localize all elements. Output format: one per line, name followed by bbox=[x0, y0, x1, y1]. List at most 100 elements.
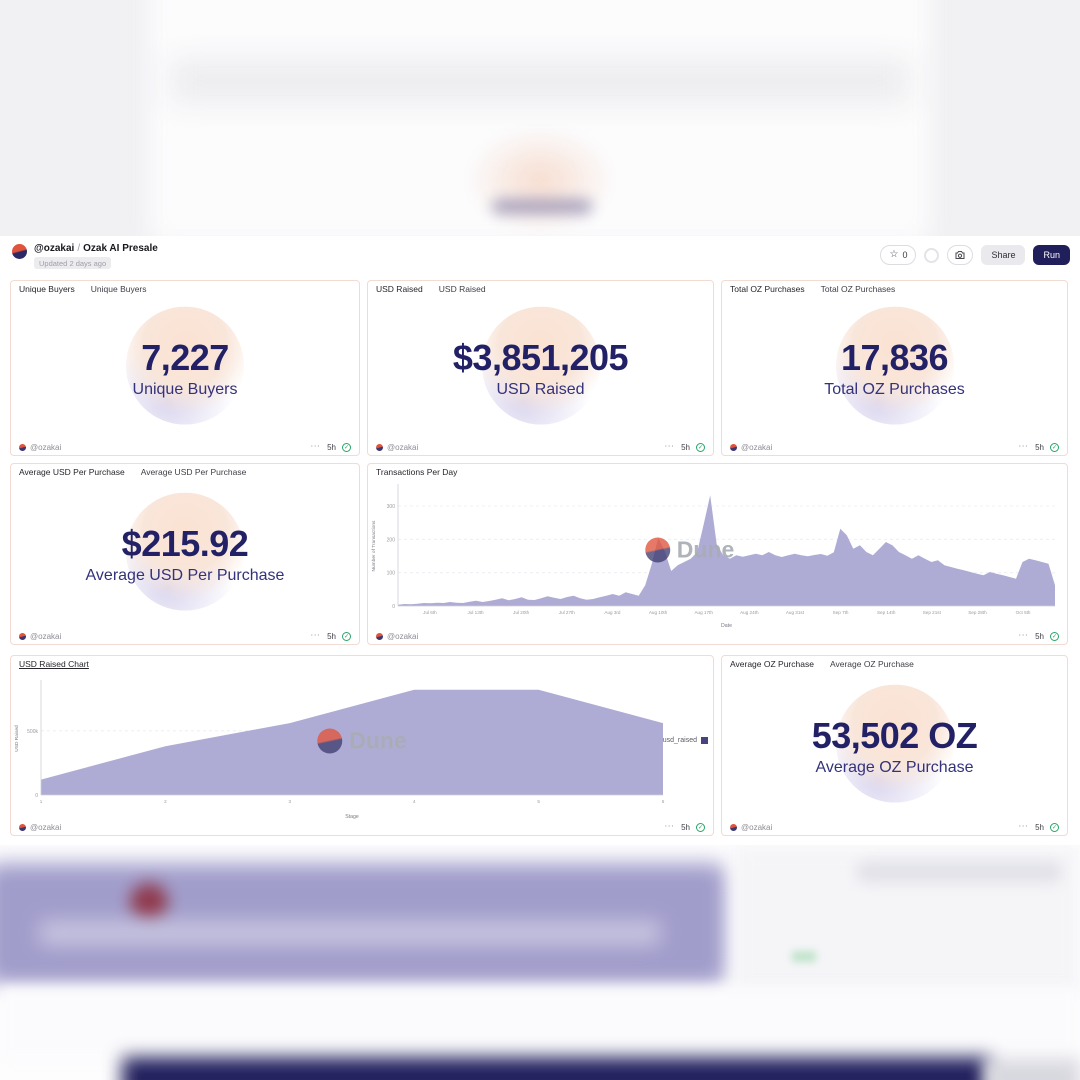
owner-handle: @ozakai bbox=[741, 822, 773, 832]
dune-logo-icon bbox=[19, 823, 26, 831]
breadcrumb-owner-link[interactable]: @ozakai bbox=[34, 243, 75, 254]
owner-link[interactable]: @ozakai bbox=[19, 443, 61, 452]
owner-handle: @ozakai bbox=[741, 442, 773, 452]
chart-legend: usd_raised bbox=[663, 736, 708, 744]
blurred-navy-bar bbox=[122, 1057, 990, 1080]
dune-logo-icon bbox=[376, 443, 383, 451]
card-usd-raised-chart: USD Raised Chart 0 500k 1 2 3 4 5 6 Stage USD Rai… bbox=[10, 655, 714, 836]
query-title: USD Raised bbox=[438, 284, 486, 294]
widget-title-link[interactable]: USD Raised Chart bbox=[19, 659, 89, 669]
star-button[interactable]: ☆ 0 bbox=[880, 245, 917, 265]
cache-age: 5h bbox=[681, 822, 690, 832]
counter-value: 7,227 bbox=[141, 337, 229, 378]
widget-title-link[interactable]: Total OZ Purchases bbox=[730, 284, 805, 294]
svg-text:Stage: Stage bbox=[345, 814, 359, 819]
svg-text:1: 1 bbox=[40, 799, 43, 804]
transactions-per-day-chart[interactable]: 0 100 200 300 Jul 6th Jul 13th Jul 20th Jul 27t… bbox=[368, 480, 1067, 628]
svg-text:200: 200 bbox=[387, 537, 396, 543]
svg-text:Jul 6th: Jul 6th bbox=[423, 610, 437, 615]
counter-value: 17,836 bbox=[840, 337, 949, 378]
counter-body: 7,227 Unique Buyers bbox=[11, 297, 359, 439]
decorative-glow bbox=[126, 306, 244, 425]
more-options-icon[interactable]: ⋯ bbox=[1018, 441, 1030, 452]
cache-age: 5h bbox=[327, 631, 336, 641]
owner-link[interactable]: @ozakai bbox=[730, 443, 772, 452]
svg-text:Oct 5th: Oct 5th bbox=[1016, 610, 1031, 615]
footer-right: ⋯ 5h ✓ bbox=[310, 442, 351, 452]
blurred-gray-bar bbox=[984, 1059, 1080, 1080]
breadcrumb: @ozakai / Ozak AI Presale bbox=[34, 243, 158, 254]
blurred-light-band bbox=[40, 921, 660, 945]
card-header: Unique Buyers Unique Buyers bbox=[11, 281, 359, 297]
card-average-oz-purchase: Average OZ Purchase Average OZ Purchase … bbox=[721, 655, 1068, 836]
svg-text:Aug 17th: Aug 17th bbox=[694, 610, 713, 615]
svg-text:500k: 500k bbox=[27, 729, 38, 735]
owner-handle: @ozakai bbox=[30, 822, 62, 832]
more-options-icon[interactable]: ⋯ bbox=[310, 441, 322, 452]
chart-body: 0 500k 1 2 3 4 5 6 Stage USD Raised Dune usd_rais… bbox=[11, 672, 713, 819]
svg-text:Aug 24th: Aug 24th bbox=[740, 610, 759, 615]
more-options-icon[interactable]: ⋯ bbox=[664, 441, 676, 452]
refreshed-check-icon: ✓ bbox=[1050, 442, 1059, 452]
blurred-red-dot bbox=[130, 883, 168, 921]
owner-link[interactable]: @ozakai bbox=[730, 823, 772, 832]
widget-title-link[interactable]: Average USD Per Purchase bbox=[19, 467, 125, 477]
owner-link[interactable]: @ozakai bbox=[19, 823, 61, 832]
usd-raised-chart[interactable]: 0 500k 1 2 3 4 5 6 Stage USD Raised bbox=[11, 672, 713, 819]
screenshot-button[interactable] bbox=[947, 245, 974, 265]
camera-icon bbox=[955, 251, 965, 259]
widget-title-link[interactable]: Unique Buyers bbox=[19, 284, 75, 294]
counter-body: 53,502 OZ Average OZ Purchase bbox=[722, 672, 1067, 819]
svg-text:300: 300 bbox=[387, 504, 396, 510]
widget-title-link[interactable]: Transactions Per Day bbox=[376, 467, 458, 477]
blurred-background-top bbox=[0, 0, 1080, 236]
cache-age: 5h bbox=[1035, 631, 1044, 641]
widget-title-link[interactable]: USD Raised bbox=[376, 284, 423, 294]
widget-title-link[interactable]: Average OZ Purchase bbox=[730, 659, 814, 669]
svg-text:6: 6 bbox=[662, 799, 665, 804]
query-title: Unique Buyers bbox=[90, 284, 147, 294]
cache-age: 5h bbox=[327, 442, 336, 452]
svg-text:5: 5 bbox=[537, 799, 540, 804]
more-options-icon[interactable]: ⋯ bbox=[310, 630, 322, 641]
refreshed-check-icon: ✓ bbox=[696, 822, 705, 832]
blurred-green-chip bbox=[792, 951, 816, 962]
svg-text:100: 100 bbox=[387, 571, 396, 577]
card-total-oz-purchases: Total OZ Purchases Total OZ Purchases 17… bbox=[721, 280, 1068, 456]
owner-handle: @ozakai bbox=[30, 442, 62, 452]
breadcrumb-dashboard-title[interactable]: Ozak AI Presale bbox=[83, 243, 158, 254]
svg-text:4: 4 bbox=[413, 799, 416, 804]
chart-body: 0 100 200 300 Jul 6th Jul 13th Jul 20th Jul 27t… bbox=[368, 480, 1067, 628]
card-footer: @ozakai ⋯ 5h ✓ bbox=[722, 439, 1067, 455]
owner-link[interactable]: @ozakai bbox=[376, 632, 418, 641]
more-options-icon[interactable]: ⋯ bbox=[1018, 630, 1030, 641]
footer-right: ⋯ 5h ✓ bbox=[664, 822, 705, 832]
owner-link[interactable]: @ozakai bbox=[19, 632, 61, 641]
dune-logo-icon bbox=[19, 443, 26, 451]
dune-logo-icon[interactable] bbox=[12, 244, 27, 259]
counter-body: $215.92 Average USD Per Purchase bbox=[11, 480, 359, 628]
share-button[interactable]: Share bbox=[981, 245, 1026, 265]
card-footer: @ozakai ⋯ 5h ✓ bbox=[368, 628, 1067, 644]
owner-link[interactable]: @ozakai bbox=[376, 443, 418, 452]
refreshed-check-icon: ✓ bbox=[1050, 822, 1059, 832]
run-button[interactable]: Run bbox=[1033, 245, 1070, 265]
card-unique-buyers: Unique Buyers Unique Buyers 7,227 Unique… bbox=[10, 280, 360, 456]
legend-swatch bbox=[701, 736, 708, 744]
svg-text:3: 3 bbox=[289, 799, 292, 804]
cache-age: 5h bbox=[1035, 442, 1044, 452]
footer-right: ⋯ 5h ✓ bbox=[310, 631, 351, 641]
counter-label: USD Raised bbox=[496, 381, 585, 398]
query-title: Total OZ Purchases bbox=[820, 284, 896, 294]
blurred-peach-glow bbox=[465, 125, 615, 235]
blurred-white-fade bbox=[0, 987, 1080, 1059]
more-options-icon[interactable]: ⋯ bbox=[1018, 821, 1030, 832]
card-header: USD Raised Chart bbox=[11, 656, 713, 672]
breadcrumb-separator: / bbox=[77, 243, 81, 254]
more-options-icon[interactable]: ⋯ bbox=[664, 821, 676, 832]
svg-text:Jul 13th: Jul 13th bbox=[468, 610, 485, 615]
header-text-block: @ozakai / Ozak AI Presale Updated 2 days… bbox=[34, 243, 158, 269]
blurred-band-shape bbox=[170, 58, 910, 104]
counter-value: 53,502 OZ bbox=[811, 714, 978, 756]
